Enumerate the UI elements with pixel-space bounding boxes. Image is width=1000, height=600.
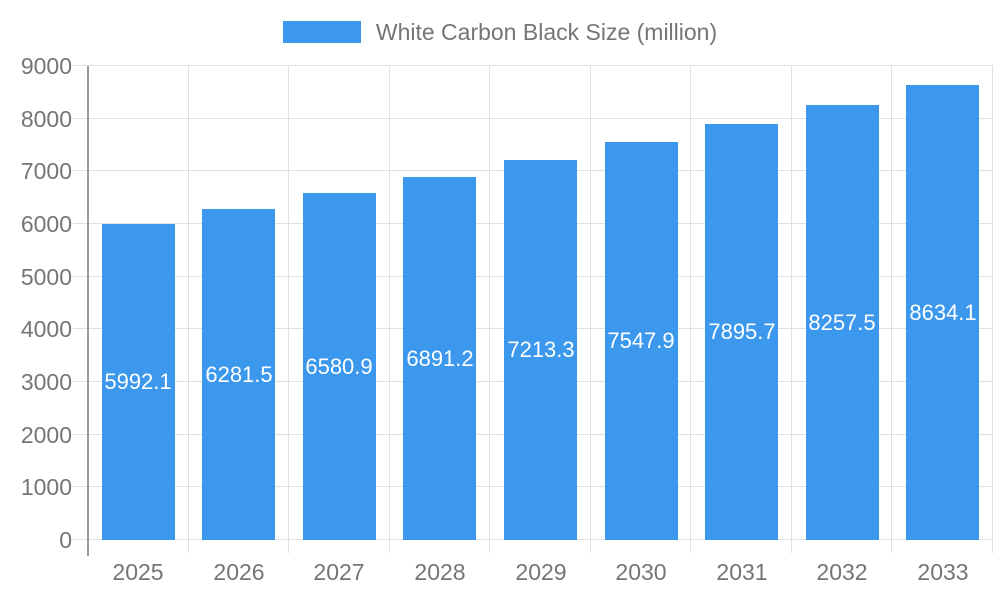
grid-line-vertical (791, 66, 792, 540)
legend-swatch (282, 21, 361, 43)
grid-line-vertical (992, 66, 993, 540)
grid-line-vertical (389, 66, 390, 540)
grid-line-horizontal (88, 65, 993, 66)
bar[interactable] (303, 193, 376, 540)
x-axis-tick (992, 540, 993, 553)
y-tick-label: 6000 (20, 211, 72, 237)
x-tick-label: 2027 (313, 559, 365, 585)
bar[interactable] (403, 177, 476, 540)
y-axis-tick (73, 170, 88, 171)
x-axis-tick (489, 540, 490, 553)
y-axis-tick (73, 276, 88, 277)
grid-line-vertical (489, 66, 490, 540)
grid-line-vertical (891, 66, 892, 540)
y-tick-label: 8000 (20, 106, 72, 132)
grid-line-vertical (288, 66, 289, 540)
y-tick-label: 4000 (20, 316, 72, 342)
y-tick-label: 1000 (20, 474, 72, 500)
y-axis-tick (73, 328, 88, 329)
x-axis-tick (590, 540, 591, 553)
y-tick-label: 0 (59, 527, 72, 553)
grid-line-vertical (188, 66, 189, 540)
bar[interactable] (102, 224, 175, 540)
x-axis-tick (891, 540, 892, 553)
bar[interactable] (605, 142, 678, 540)
x-axis-tick (389, 540, 390, 553)
grid-line-vertical (590, 66, 591, 540)
x-axis-tick (188, 540, 189, 553)
y-axis-tick (73, 118, 88, 119)
x-tick-label: 2033 (917, 559, 969, 585)
y-tick-label: 5000 (20, 264, 72, 290)
y-tick-label: 2000 (20, 422, 72, 448)
x-tick-label: 2026 (213, 559, 265, 585)
y-tick-label: 9000 (20, 53, 72, 79)
x-tick-label: 2031 (716, 559, 768, 585)
y-axis-tick (73, 65, 88, 66)
y-tick-label: 7000 (20, 158, 72, 184)
x-tick-label: 2030 (615, 559, 667, 585)
legend-label: White Carbon Black Size (million) (375, 19, 718, 45)
bar[interactable] (504, 160, 577, 540)
grid-line-vertical (690, 66, 691, 540)
bar[interactable] (906, 85, 979, 540)
x-tick-label: 2028 (414, 559, 466, 585)
legend[interactable]: White Carbon Black Size (million) (0, 19, 1000, 45)
y-axis-tick (73, 434, 88, 435)
x-tick-label: 2032 (816, 559, 868, 585)
bar[interactable] (806, 105, 879, 540)
x-tick-label: 2029 (515, 559, 567, 585)
y-axis-tick (73, 486, 88, 487)
x-tick-label: 2025 (112, 559, 164, 585)
y-tick-label: 3000 (20, 369, 72, 395)
y-axis-tick (73, 223, 88, 224)
x-axis-tick (288, 540, 289, 553)
bar[interactable] (202, 209, 275, 540)
x-axis-tick (791, 540, 792, 553)
y-axis-line (87, 66, 89, 556)
bar[interactable] (705, 124, 778, 540)
x-axis-tick (690, 540, 691, 553)
y-axis-tick (73, 539, 88, 540)
y-axis-tick (73, 381, 88, 382)
